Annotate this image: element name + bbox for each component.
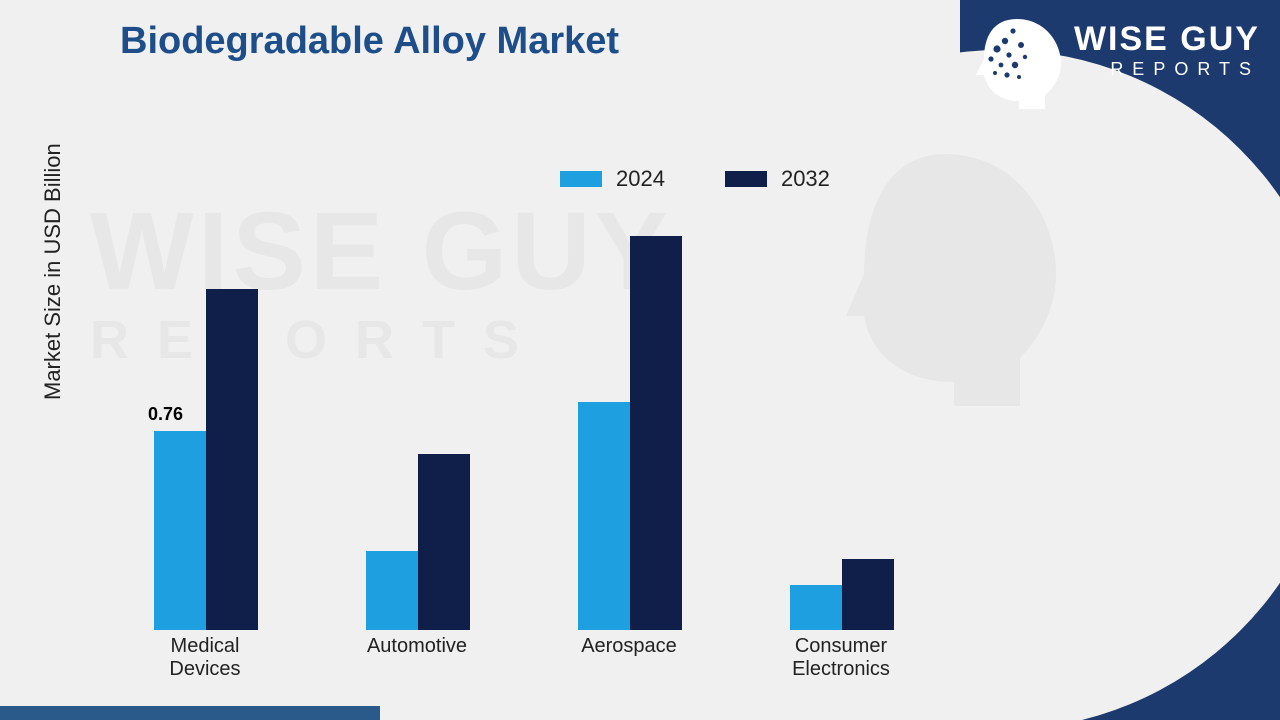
bar-2024 <box>154 431 206 631</box>
bar-2024 <box>578 402 630 630</box>
bar-2032 <box>630 236 682 630</box>
footer-accent-bar <box>0 706 380 720</box>
bar-2024 <box>366 551 418 630</box>
bar-2032 <box>206 289 258 630</box>
brand-line2: REPORTS <box>1074 60 1260 79</box>
y-axis-label: Market Size in USD Billion <box>40 143 66 400</box>
legend-swatch-2024 <box>560 171 602 187</box>
legend-label-2032: 2032 <box>781 166 830 192</box>
legend-label-2024: 2024 <box>616 166 665 192</box>
category-label: ConsumerElectronics <box>741 635 941 681</box>
bar-2032 <box>418 454 470 630</box>
category-label: Automotive <box>317 635 517 658</box>
category-label: MedicalDevices <box>105 635 305 681</box>
chart-title: Biodegradable Alloy Market <box>120 20 619 63</box>
bar-2032 <box>842 559 894 630</box>
brand-line1: WISE GUY <box>1074 22 1260 58</box>
plot-area: 0.76 <box>110 210 930 630</box>
chart-canvas: WISE GUY REPORTS Biodegradable Alloy Mar… <box>0 0 1280 720</box>
bar-value-label: 0.76 <box>148 404 183 425</box>
category-labels: MedicalDevicesAutomotiveAerospaceConsume… <box>110 635 930 685</box>
bar-2024 <box>790 585 842 630</box>
legend-item-2024: 2024 <box>560 166 665 192</box>
category-label: Aerospace <box>529 635 729 658</box>
chart-legend: 2024 2032 <box>560 166 830 192</box>
legend-swatch-2032 <box>725 171 767 187</box>
legend-item-2032: 2032 <box>725 166 830 192</box>
brand-logo-text: WISE GUY REPORTS <box>1074 22 1260 79</box>
